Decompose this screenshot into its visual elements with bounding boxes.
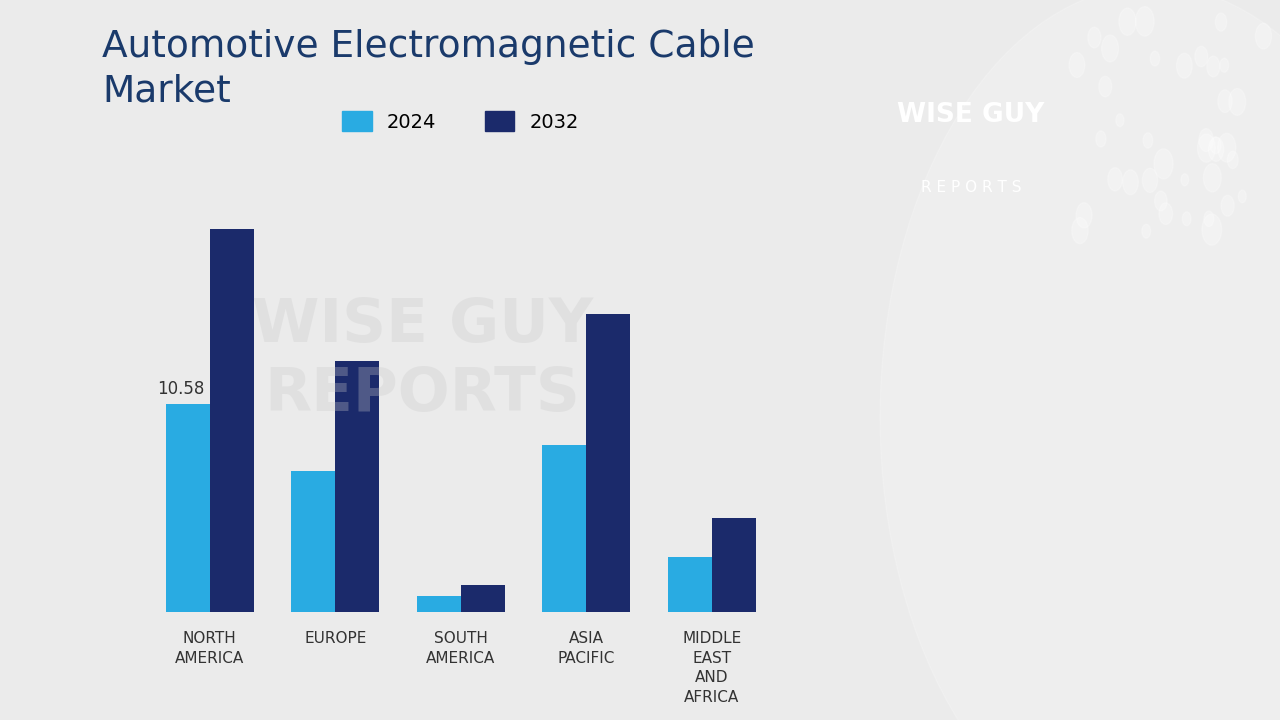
Circle shape (1176, 53, 1192, 78)
Circle shape (1123, 170, 1138, 194)
Circle shape (1142, 168, 1157, 192)
Legend: 2024, 2032: 2024, 2032 (334, 104, 588, 140)
Circle shape (1229, 89, 1245, 115)
Circle shape (881, 0, 1280, 720)
Bar (335, 361, 379, 612)
Text: 10.58: 10.58 (157, 380, 205, 398)
Circle shape (1215, 13, 1226, 31)
Text: R E P O R T S: R E P O R T S (920, 180, 1021, 194)
Circle shape (1194, 46, 1208, 67)
Circle shape (1217, 133, 1236, 162)
Circle shape (1098, 76, 1112, 96)
Circle shape (1208, 138, 1224, 161)
Circle shape (1142, 224, 1151, 238)
Circle shape (1143, 132, 1153, 148)
Bar (543, 445, 586, 612)
Circle shape (1204, 211, 1213, 227)
Circle shape (1220, 58, 1229, 72)
Circle shape (1155, 191, 1167, 211)
Circle shape (1203, 163, 1221, 192)
Bar (461, 585, 504, 612)
Bar (712, 518, 756, 612)
Text: Automotive Electromagnetic Cable
Market: Automotive Electromagnetic Cable Market (102, 29, 755, 109)
Circle shape (1116, 114, 1124, 127)
Text: WISE GUY: WISE GUY (897, 102, 1044, 128)
Bar (668, 557, 712, 612)
Circle shape (1202, 214, 1221, 246)
Bar (292, 471, 335, 612)
Circle shape (1158, 203, 1172, 225)
Circle shape (1238, 190, 1247, 203)
Circle shape (1207, 56, 1220, 77)
Circle shape (1210, 137, 1221, 154)
Circle shape (1102, 35, 1119, 62)
Bar (210, 229, 253, 612)
Bar (417, 596, 461, 612)
Circle shape (1256, 23, 1271, 49)
Circle shape (1096, 131, 1106, 147)
Circle shape (1076, 203, 1092, 228)
Circle shape (1181, 174, 1189, 186)
Circle shape (1088, 27, 1101, 48)
Circle shape (1221, 195, 1234, 216)
Circle shape (1135, 6, 1155, 36)
Circle shape (1151, 51, 1160, 66)
Circle shape (1071, 217, 1088, 243)
Text: WISE GUY
REPORTS: WISE GUY REPORTS (252, 297, 593, 423)
Bar (586, 313, 630, 612)
Circle shape (1198, 134, 1215, 162)
Circle shape (1217, 90, 1233, 112)
Circle shape (1228, 151, 1238, 168)
Circle shape (1199, 129, 1213, 151)
Circle shape (1107, 168, 1123, 191)
Bar (165, 404, 210, 612)
Circle shape (1155, 149, 1172, 179)
Circle shape (1183, 212, 1190, 225)
Circle shape (1069, 53, 1085, 78)
Circle shape (1119, 8, 1137, 35)
